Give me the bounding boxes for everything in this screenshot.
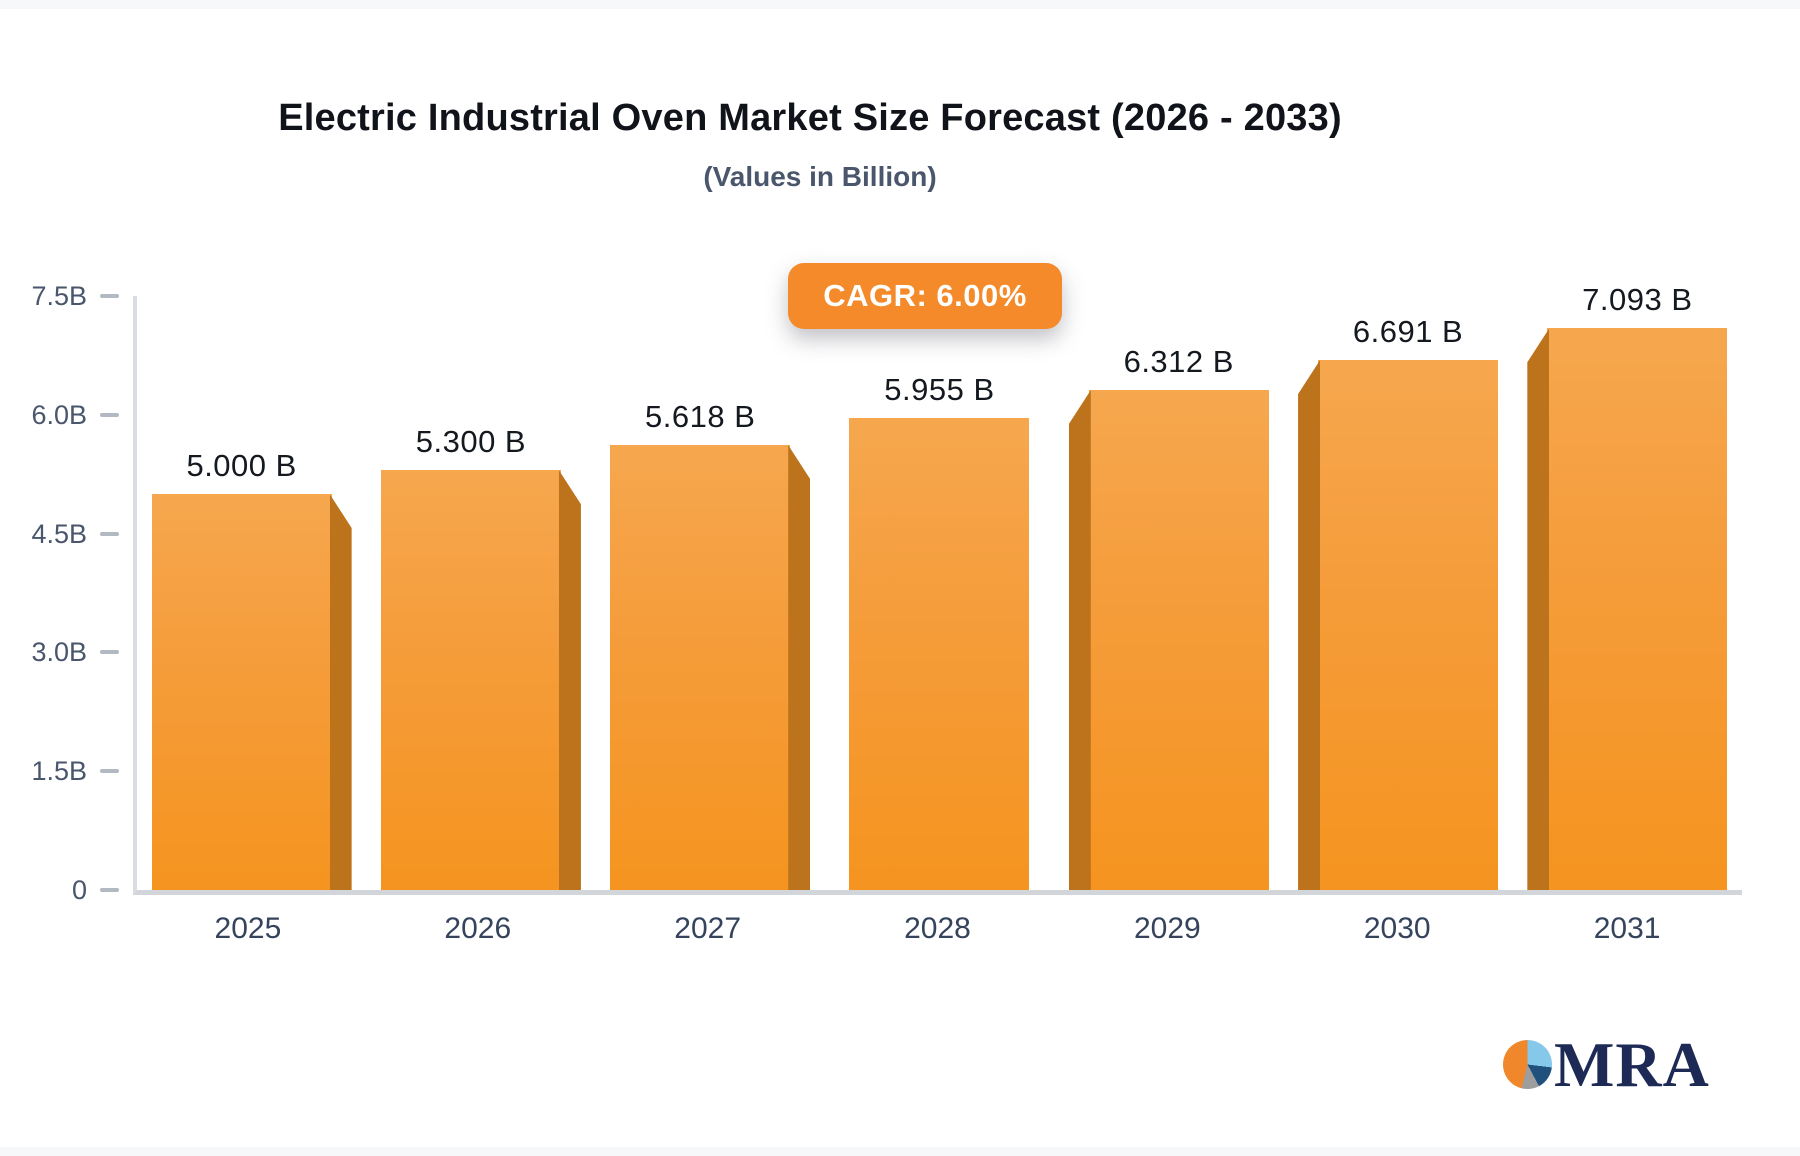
y-tick-label: 4.5B — [31, 518, 87, 549]
x-axis-label: 2030 — [1363, 912, 1431, 945]
bar-value-label: 6.312 B — [1123, 344, 1234, 380]
y-tick: 6.0B — [0, 400, 133, 430]
bar-slot: 5.955 B — [825, 296, 1054, 890]
y-tick: 1.5B — [0, 756, 133, 786]
y-tick: 7.5B — [0, 281, 133, 311]
bar-face[interactable] — [1088, 390, 1269, 890]
plot-area: 5.000 B 5.300 B 5.618 B 5.955 B 6.312 B 6.691… — [133, 282, 1742, 895]
bar-2027[interactable]: 5.618 B — [610, 399, 811, 890]
y-tick-label: 1.5B — [31, 756, 87, 787]
bar-side-3d — [329, 494, 352, 890]
bar-2031[interactable]: 7.093 B — [1527, 282, 1728, 890]
y-tick-label: 0 — [71, 875, 87, 905]
x-axis-label: 2026 — [444, 912, 512, 945]
x-axis-label: 2027 — [674, 912, 742, 945]
bar-side-3d — [1068, 390, 1091, 890]
x-axis-label: 2025 — [214, 912, 282, 945]
bars-container: 5.000 B 5.300 B 5.618 B 5.955 B 6.312 B 6.691… — [137, 282, 1742, 890]
y-tick: 4.5B — [0, 519, 133, 549]
y-tick-mark — [100, 888, 119, 892]
bar-slot: 5.300 B — [366, 296, 595, 890]
y-tick: 0 — [0, 875, 133, 905]
bar-value-label: 5.000 B — [186, 448, 297, 483]
chart-title: Electric Industrial Oven Market Size For… — [278, 97, 1342, 139]
bar-face[interactable] — [1318, 360, 1499, 890]
chart-card: Electric Industrial Oven Market Size For… — [0, 9, 1800, 1147]
bar-2030[interactable]: 6.691 B — [1298, 314, 1499, 890]
bar-2029[interactable]: 6.312 B — [1068, 344, 1269, 890]
brand-logo-text: MRA — [1554, 1029, 1710, 1100]
y-tick: 3.0B — [0, 637, 133, 667]
bar-side-3d — [788, 445, 811, 890]
y-tick-mark — [100, 412, 119, 417]
bar-face[interactable] — [151, 494, 332, 890]
y-tick-mark — [100, 769, 119, 774]
bar-face[interactable] — [1547, 328, 1728, 890]
y-tick-label: 6.0B — [31, 399, 87, 430]
bar-2028[interactable]: 5.955 B — [839, 372, 1039, 890]
bar-slot: 5.618 B — [596, 296, 825, 890]
y-tick-label: 7.5B — [31, 281, 87, 311]
bar-value-label: 5.618 B — [645, 399, 756, 435]
bar-2025[interactable]: 5.000 B — [151, 448, 352, 890]
x-axis-label: 2029 — [1133, 912, 1201, 945]
bar-side-3d — [1298, 360, 1321, 890]
bar-slot: 6.312 B — [1054, 296, 1283, 890]
bar-value-label: 5.300 B — [415, 424, 527, 460]
chart-subtitle: (Values in Billion) — [703, 161, 937, 192]
cagr-badge: CAGR: 6.00% — [788, 263, 1062, 329]
bar-face[interactable] — [610, 445, 791, 890]
bar-value-label: 6.691 B — [1352, 314, 1464, 350]
y-tick-mark — [100, 650, 119, 655]
x-axis-label: 2031 — [1593, 912, 1661, 945]
y-axis: 7.5B 6.0B 4.5B 3.0B 1.5B 0 — [0, 281, 133, 905]
bar-value-label: 7.093 B — [1582, 282, 1693, 318]
pie-chart-logo-icon — [1503, 1040, 1552, 1089]
bar-2026[interactable]: 5.300 B — [380, 424, 581, 890]
bar-face[interactable] — [380, 470, 561, 890]
y-tick-label: 3.0B — [31, 637, 87, 668]
y-tick-mark — [100, 294, 119, 298]
brand-logo: MRA — [1503, 1029, 1710, 1100]
y-tick-mark — [100, 531, 119, 536]
bar-value-label: 5.955 B — [884, 372, 995, 408]
bar-side-3d — [558, 470, 581, 890]
bar-slot: 6.691 B — [1283, 296, 1512, 890]
bar-slot: 5.000 B — [137, 296, 366, 890]
x-axis-labels: 2025 2026 2027 2028 2029 2030 2031 — [133, 912, 1742, 952]
bar-face[interactable] — [849, 418, 1030, 890]
x-axis-label: 2028 — [904, 912, 971, 945]
bar-side-3d — [1527, 328, 1550, 890]
bar-slot: 7.093 B — [1513, 282, 1742, 890]
cagr-badge-label: CAGR: 6.00% — [823, 278, 1027, 313]
